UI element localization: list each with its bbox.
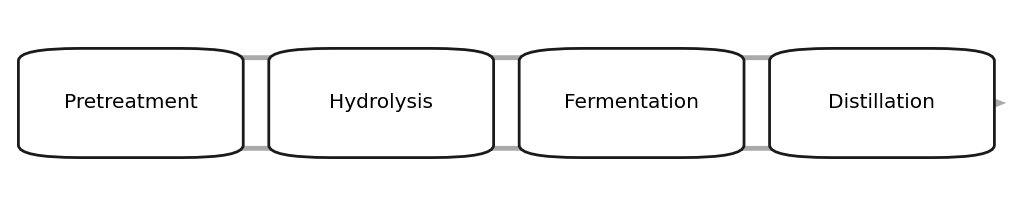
FancyBboxPatch shape — [770, 48, 994, 158]
Polygon shape — [56, 58, 1000, 148]
FancyBboxPatch shape — [519, 48, 744, 158]
Text: Pretreatment: Pretreatment — [64, 94, 197, 112]
Text: Hydrolysis: Hydrolysis — [329, 94, 433, 112]
Text: Distillation: Distillation — [829, 94, 935, 112]
FancyBboxPatch shape — [269, 48, 494, 158]
FancyBboxPatch shape — [18, 48, 243, 158]
Text: Fermentation: Fermentation — [564, 94, 699, 112]
